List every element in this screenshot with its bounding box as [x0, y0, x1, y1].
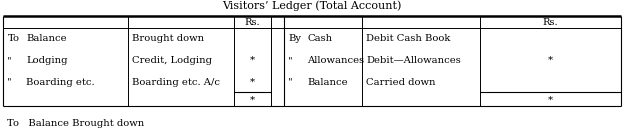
Text: *: * [548, 96, 553, 105]
Text: Carried down: Carried down [366, 78, 436, 87]
Text: By: By [288, 34, 301, 43]
Text: ": " [7, 78, 12, 87]
Text: Cash: Cash [307, 34, 332, 43]
Text: Balance: Balance [307, 78, 348, 87]
Text: *: * [250, 96, 255, 105]
Text: Brought down: Brought down [132, 34, 205, 43]
Text: Rs.: Rs. [543, 18, 558, 27]
Text: Lodging: Lodging [26, 56, 68, 65]
Text: Debit—Allowances: Debit—Allowances [366, 56, 461, 65]
Text: Visitors’ Ledger (Total Account): Visitors’ Ledger (Total Account) [222, 1, 402, 11]
Text: Debit Cash Book: Debit Cash Book [366, 34, 451, 43]
Text: To: To [7, 34, 19, 43]
Text: Allowances: Allowances [307, 56, 364, 65]
Text: *: * [548, 56, 553, 65]
Text: Boarding etc.: Boarding etc. [26, 78, 95, 87]
Text: Credit, Lodging: Credit, Lodging [132, 56, 212, 65]
Text: To   Balance Brought down: To Balance Brought down [7, 119, 145, 128]
Text: ": " [7, 56, 12, 65]
Text: Balance: Balance [26, 34, 67, 43]
Text: *: * [250, 78, 255, 87]
Text: ": " [288, 56, 293, 65]
Text: Boarding etc. A/c: Boarding etc. A/c [132, 78, 220, 87]
Text: ": " [288, 78, 293, 87]
Text: Rs.: Rs. [245, 18, 261, 27]
Text: *: * [250, 56, 255, 65]
